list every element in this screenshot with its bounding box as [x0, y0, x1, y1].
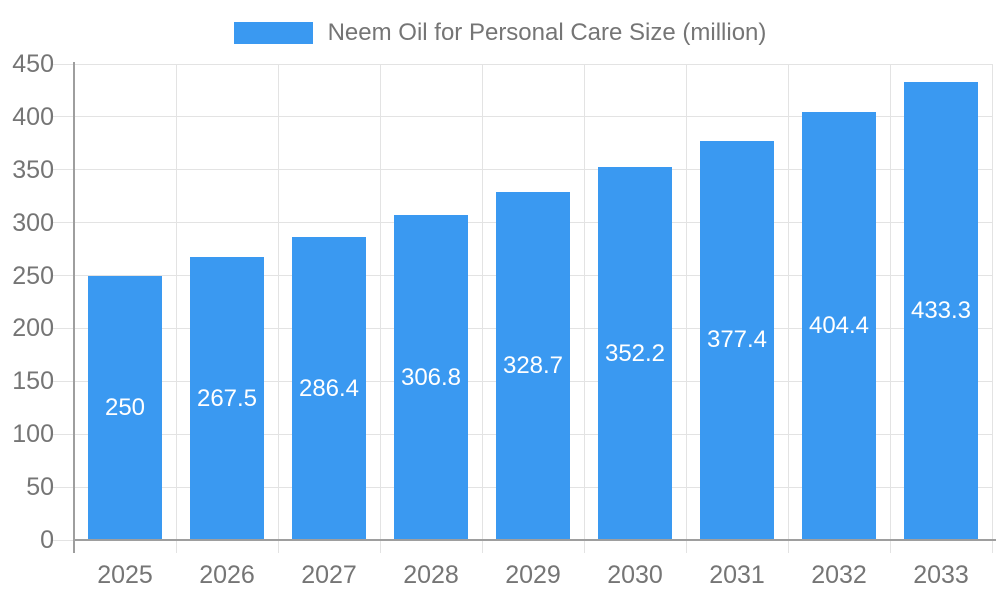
legend-swatch-icon [233, 22, 313, 44]
x-axis-label: 2033 [913, 561, 969, 589]
x-gridline [481, 64, 483, 540]
x-gridline [685, 64, 687, 540]
x-axis-label: 2031 [709, 561, 765, 589]
x-axis-tick [685, 540, 687, 553]
y-axis-line [73, 62, 75, 553]
x-axis-line [74, 539, 996, 541]
y-axis-tick [52, 327, 74, 329]
x-gridline [379, 64, 381, 540]
y-gridline [74, 169, 992, 171]
y-axis-tick [52, 539, 74, 541]
x-axis-tick [889, 540, 891, 553]
bar-2025[interactable] [88, 275, 162, 540]
y-axis-label: 200 [12, 314, 54, 343]
x-axis-label: 2032 [811, 561, 867, 589]
bar-2029[interactable] [496, 192, 570, 540]
bar-2030[interactable] [598, 167, 672, 540]
x-axis-tick [787, 540, 789, 553]
bar-2026[interactable] [190, 257, 264, 540]
y-axis-label: 150 [12, 367, 54, 396]
x-axis-label: 2028 [403, 561, 459, 589]
y-axis-tick [52, 433, 74, 435]
y-axis-label: 350 [12, 155, 54, 184]
y-axis-label: 250 [12, 261, 54, 290]
y-axis-label: 400 [12, 102, 54, 131]
bar-value-label: 267.5 [196, 384, 258, 412]
x-axis-tick [583, 540, 585, 553]
y-axis-tick [52, 116, 74, 118]
y-axis-label: 450 [12, 50, 54, 78]
y-axis-tick [52, 486, 74, 488]
x-gridline [991, 64, 993, 540]
x-gridline [277, 64, 279, 540]
y-gridline [74, 116, 992, 118]
x-gridline [175, 64, 177, 540]
bar-2031[interactable] [700, 140, 774, 540]
x-axis-label: 2029 [505, 561, 561, 589]
y-axis-tick [52, 380, 74, 382]
y-axis-label: 0 [40, 526, 54, 554]
bar-value-label: 328.7 [502, 352, 564, 380]
y-axis-tick [52, 169, 74, 171]
x-gridline [889, 64, 891, 540]
x-axis-tick [991, 540, 993, 553]
bar-value-label: 433.3 [910, 296, 972, 324]
x-axis-label: 2026 [199, 561, 255, 589]
x-axis-label: 2025 [97, 561, 153, 589]
y-axis-label: 50 [26, 473, 54, 502]
y-gridline [74, 63, 992, 65]
y-axis-tick [52, 275, 74, 277]
legend-label: Neem Oil for Personal Care Size (million… [327, 19, 767, 46]
bar-2032[interactable] [802, 112, 876, 540]
bar-2028[interactable] [394, 215, 468, 540]
y-axis-tick [52, 63, 74, 65]
x-axis-tick [175, 540, 177, 553]
y-axis-tick [52, 222, 74, 224]
y-axis-label: 100 [12, 420, 54, 449]
bar-value-label: 250 [104, 393, 146, 421]
x-axis-label: 2030 [607, 561, 663, 589]
bar-value-label: 377.4 [706, 326, 768, 354]
bar-value-label: 306.8 [400, 363, 462, 391]
x-gridline [787, 64, 789, 540]
legend[interactable]: Neem Oil for Personal Care Size (million… [0, 21, 1000, 45]
y-axis-label: 300 [12, 208, 54, 237]
bar-value-label: 286.4 [298, 374, 360, 402]
bar-2033[interactable] [904, 81, 978, 540]
x-axis-label: 2027 [301, 561, 357, 589]
x-axis-tick [379, 540, 381, 553]
bar-value-label: 404.4 [808, 312, 870, 340]
x-axis-tick [481, 540, 483, 553]
bar-value-label: 352.2 [604, 339, 666, 367]
x-gridline [583, 64, 585, 540]
x-axis-tick [277, 540, 279, 553]
bar-2027[interactable] [292, 237, 366, 540]
